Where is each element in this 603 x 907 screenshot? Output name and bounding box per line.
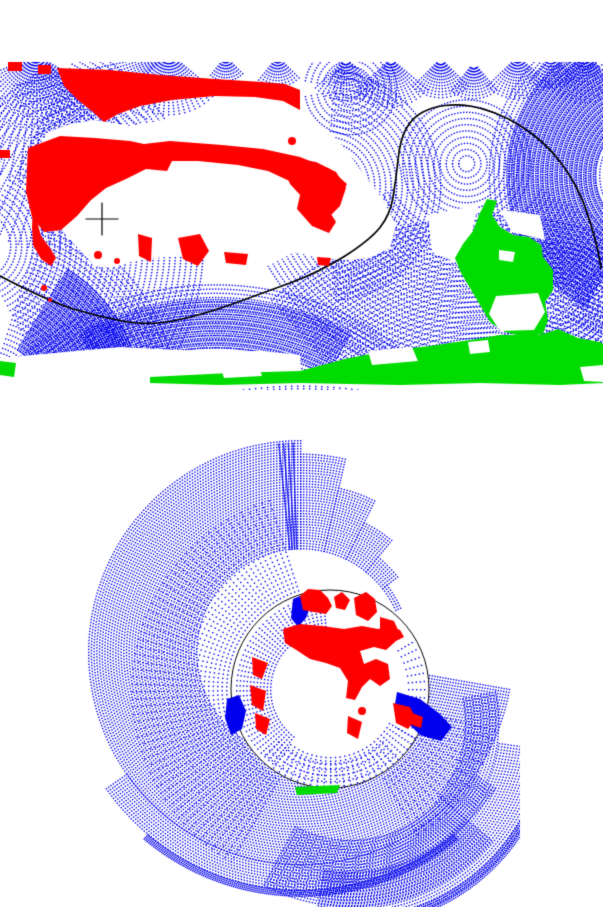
synoptic-map-panel — [0, 62, 603, 390]
sphere-view-panel — [0, 440, 603, 907]
